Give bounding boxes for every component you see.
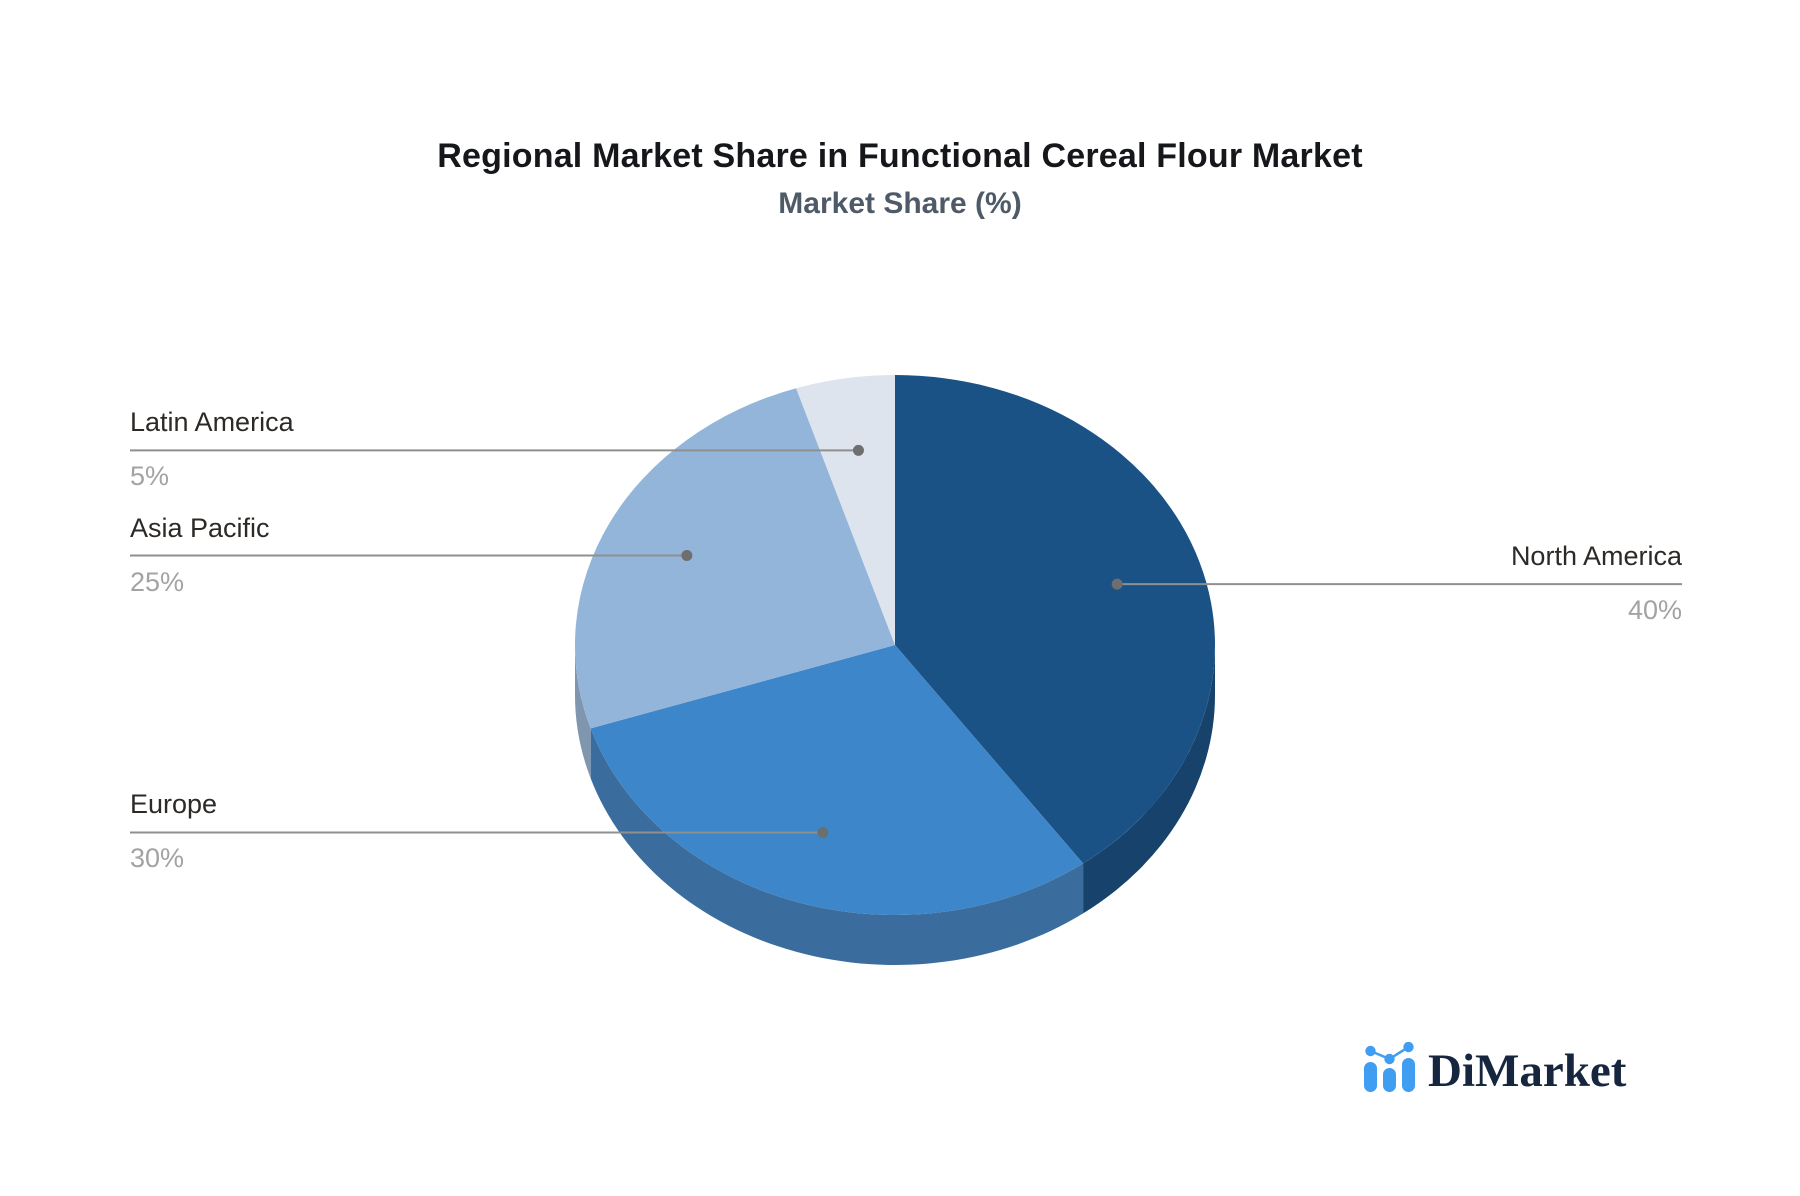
slice-label-name: Asia Pacific bbox=[130, 512, 270, 543]
pie-slice-europe[interactable] bbox=[590, 645, 1084, 916]
bar-chart-logo-icon bbox=[1364, 1042, 1415, 1092]
slice-label-value: 5% bbox=[130, 461, 170, 492]
pie-slice-north-america[interactable] bbox=[895, 375, 1215, 864]
brand-name: DiMarket bbox=[1428, 1045, 1627, 1097]
slice-label-name: Europe bbox=[130, 789, 218, 820]
callout-dot bbox=[1111, 578, 1123, 590]
callout-dot bbox=[817, 826, 829, 838]
slice-label-name: Latin America bbox=[130, 407, 294, 438]
slice-label-name: North America bbox=[1510, 541, 1682, 572]
callout-dot bbox=[681, 550, 693, 562]
chart-title: Regional Market Share in Functional Cere… bbox=[437, 137, 1363, 175]
pie-side-north-america bbox=[1083, 645, 1215, 914]
slice-label-value: 25% bbox=[130, 566, 185, 597]
pie-side-europe bbox=[590, 728, 1084, 965]
pie-slice-latin-america[interactable] bbox=[796, 375, 895, 645]
slice-label-value: 30% bbox=[130, 843, 185, 874]
slice-label-value: 40% bbox=[1627, 595, 1682, 626]
pie-slice-asia-pacific[interactable] bbox=[575, 388, 895, 729]
callout-dot bbox=[852, 444, 864, 456]
chart-subtitle: Market Share (%) bbox=[778, 187, 1022, 220]
pie-side-asia-pacific bbox=[575, 645, 591, 779]
brand-logo: DiMarket bbox=[1363, 1038, 1626, 1096]
